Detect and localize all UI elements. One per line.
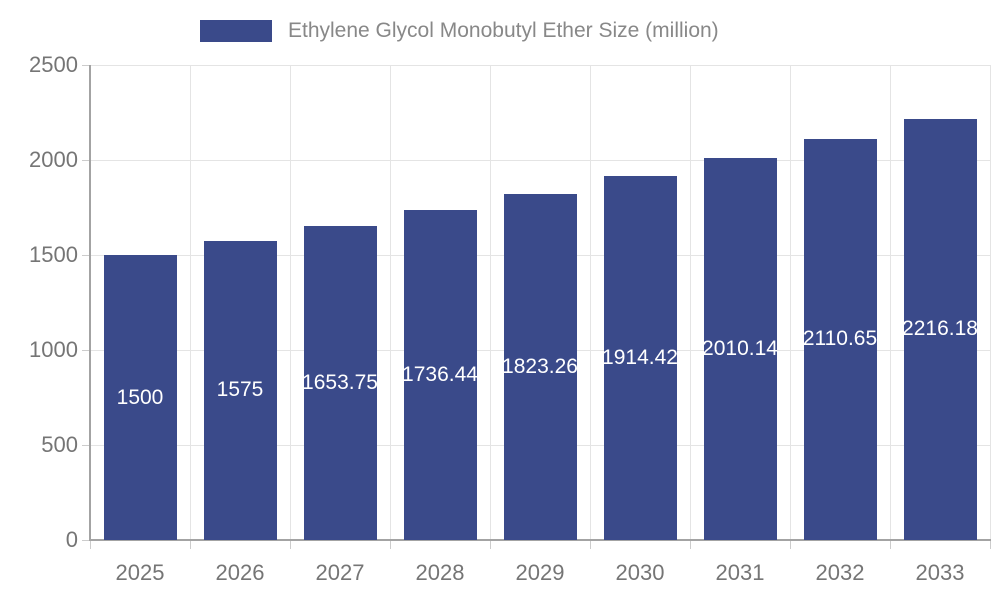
bar-value-label: 1575 (216, 378, 264, 402)
x-tick-mark (89, 540, 91, 549)
y-axis-label: 2500 (29, 52, 78, 77)
bar (703, 158, 777, 540)
x-axis-label: 2028 (415, 560, 465, 585)
y-tick-mark (82, 64, 90, 66)
x-gridline (289, 65, 291, 540)
y-tick-mark (82, 349, 90, 351)
bar (803, 138, 877, 540)
x-axis-label: 2029 (515, 560, 565, 585)
bar (103, 255, 177, 540)
y-tick-mark (82, 159, 90, 161)
x-tick-mark (589, 540, 591, 549)
y-axis-label: 1500 (29, 242, 78, 267)
x-gridline (489, 65, 491, 540)
y-gridline (90, 64, 990, 66)
x-gridline (589, 65, 591, 540)
x-gridline (389, 65, 391, 540)
y-axis-label: 2000 (29, 147, 78, 172)
bar (203, 240, 277, 540)
bar (503, 193, 577, 540)
x-axis-label: 2033 (915, 560, 965, 585)
x-axis-label: 2030 (615, 560, 665, 585)
y-axis-label: 1000 (29, 337, 78, 362)
y-tick-mark (82, 444, 90, 446)
x-axis-label: 2026 (215, 560, 265, 585)
bar (603, 176, 677, 540)
x-gridline (689, 65, 691, 540)
y-gridline (90, 159, 990, 161)
y-tick-mark (82, 254, 90, 256)
y-tick-mark (82, 539, 90, 541)
bar (303, 225, 377, 540)
x-gridline (989, 65, 991, 540)
x-gridline (189, 65, 191, 540)
x-tick-mark (389, 540, 391, 549)
x-tick-mark (789, 540, 791, 549)
x-axis-label: 2032 (815, 560, 865, 585)
bar-value-label: 2110.65 (802, 327, 878, 351)
y-axis-label: 500 (41, 432, 78, 457)
bar-value-label: 2216.18 (902, 317, 978, 341)
bar-value-label: 1653.75 (302, 370, 378, 394)
legend: Ethylene Glycol Monobutyl Ether Size (mi… (200, 19, 719, 43)
x-gridline (889, 65, 891, 540)
y-axis-label: 0 (65, 527, 78, 552)
x-axis-label: 2027 (315, 560, 365, 585)
legend-swatch (200, 20, 272, 42)
y-axis-line (89, 65, 91, 541)
bar (403, 210, 477, 540)
x-tick-mark (689, 540, 691, 549)
legend-label: Ethylene Glycol Monobutyl Ether Size (mi… (288, 19, 719, 42)
bar-value-label: 1500 (116, 385, 164, 409)
bar-value-label: 1736.44 (402, 363, 478, 387)
bar-value-label: 1914.42 (602, 346, 678, 370)
x-tick-mark (489, 540, 491, 549)
x-tick-mark (189, 540, 191, 549)
bar-value-label: 2010.14 (702, 337, 778, 361)
x-tick-mark (989, 540, 991, 549)
x-tick-mark (889, 540, 891, 549)
x-axis-label: 2025 (115, 560, 165, 585)
x-gridline (789, 65, 791, 540)
bar-value-label: 1823.26 (502, 354, 578, 378)
x-tick-mark (289, 540, 291, 549)
x-axis-label: 2031 (715, 560, 765, 585)
bar (903, 118, 977, 540)
x-axis-line (89, 539, 991, 541)
